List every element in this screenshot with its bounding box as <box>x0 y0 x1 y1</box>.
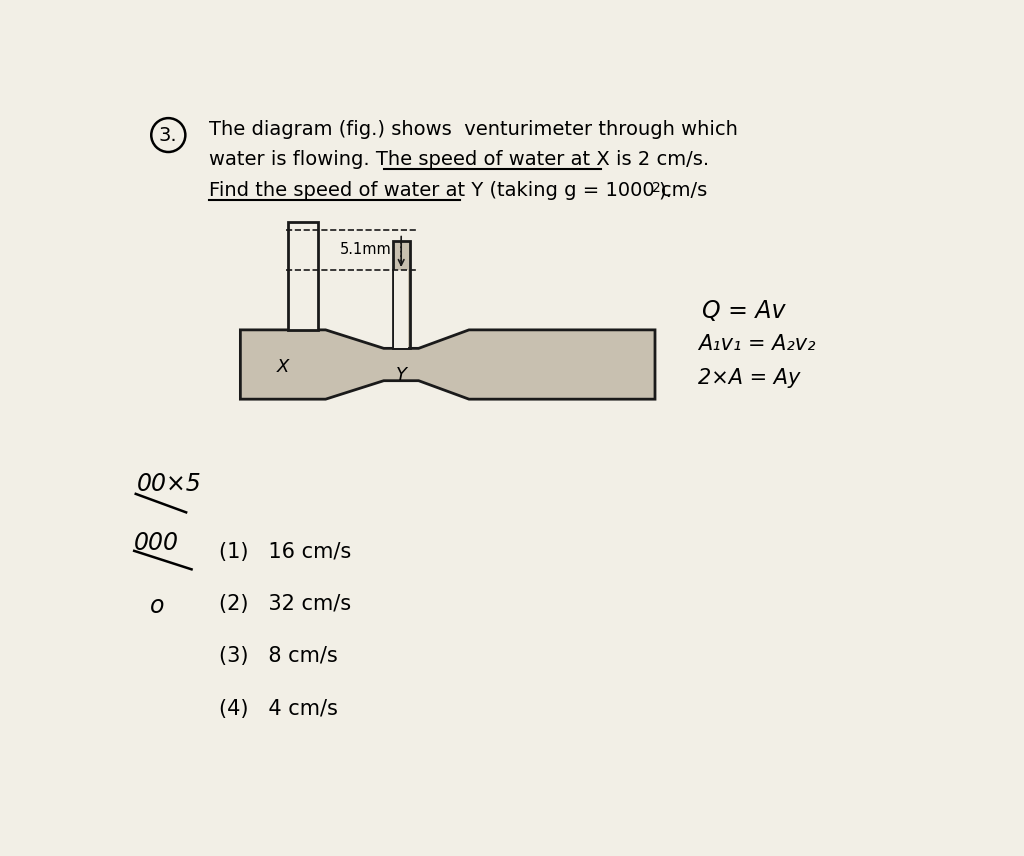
Text: 2×A = Ay: 2×A = Ay <box>697 368 800 389</box>
Text: 3.: 3. <box>159 126 177 145</box>
Text: X: X <box>276 358 289 376</box>
Polygon shape <box>241 330 655 399</box>
Text: o: o <box>150 594 164 618</box>
Polygon shape <box>290 229 316 330</box>
Text: The diagram (fig.) shows  venturimeter through which: The diagram (fig.) shows venturimeter th… <box>209 120 738 139</box>
Text: 000: 000 <box>134 531 179 555</box>
Text: (3)   8 cm/s: (3) 8 cm/s <box>219 646 338 666</box>
Polygon shape <box>392 241 410 348</box>
Text: ).: ). <box>658 181 672 200</box>
Polygon shape <box>289 222 317 330</box>
Text: Y: Y <box>395 366 407 383</box>
Text: water is flowing. The speed of water at X is 2 cm/s.: water is flowing. The speed of water at … <box>209 151 710 169</box>
Polygon shape <box>394 270 409 348</box>
Text: (4)   4 cm/s: (4) 4 cm/s <box>219 698 338 719</box>
Circle shape <box>152 118 185 152</box>
Text: (2)   32 cm/s: (2) 32 cm/s <box>219 594 351 614</box>
Text: 00×5: 00×5 <box>137 473 202 496</box>
Text: 5.1mm: 5.1mm <box>339 242 391 258</box>
Text: 2: 2 <box>652 181 660 195</box>
Text: Find the speed of water at Y (taking g = 1000 cm/s: Find the speed of water at Y (taking g =… <box>209 181 708 200</box>
Text: Q = Av: Q = Av <box>701 299 785 323</box>
Text: A₁v₁ = A₂v₂: A₁v₁ = A₂v₂ <box>697 334 815 354</box>
Text: (1)   16 cm/s: (1) 16 cm/s <box>219 542 351 562</box>
